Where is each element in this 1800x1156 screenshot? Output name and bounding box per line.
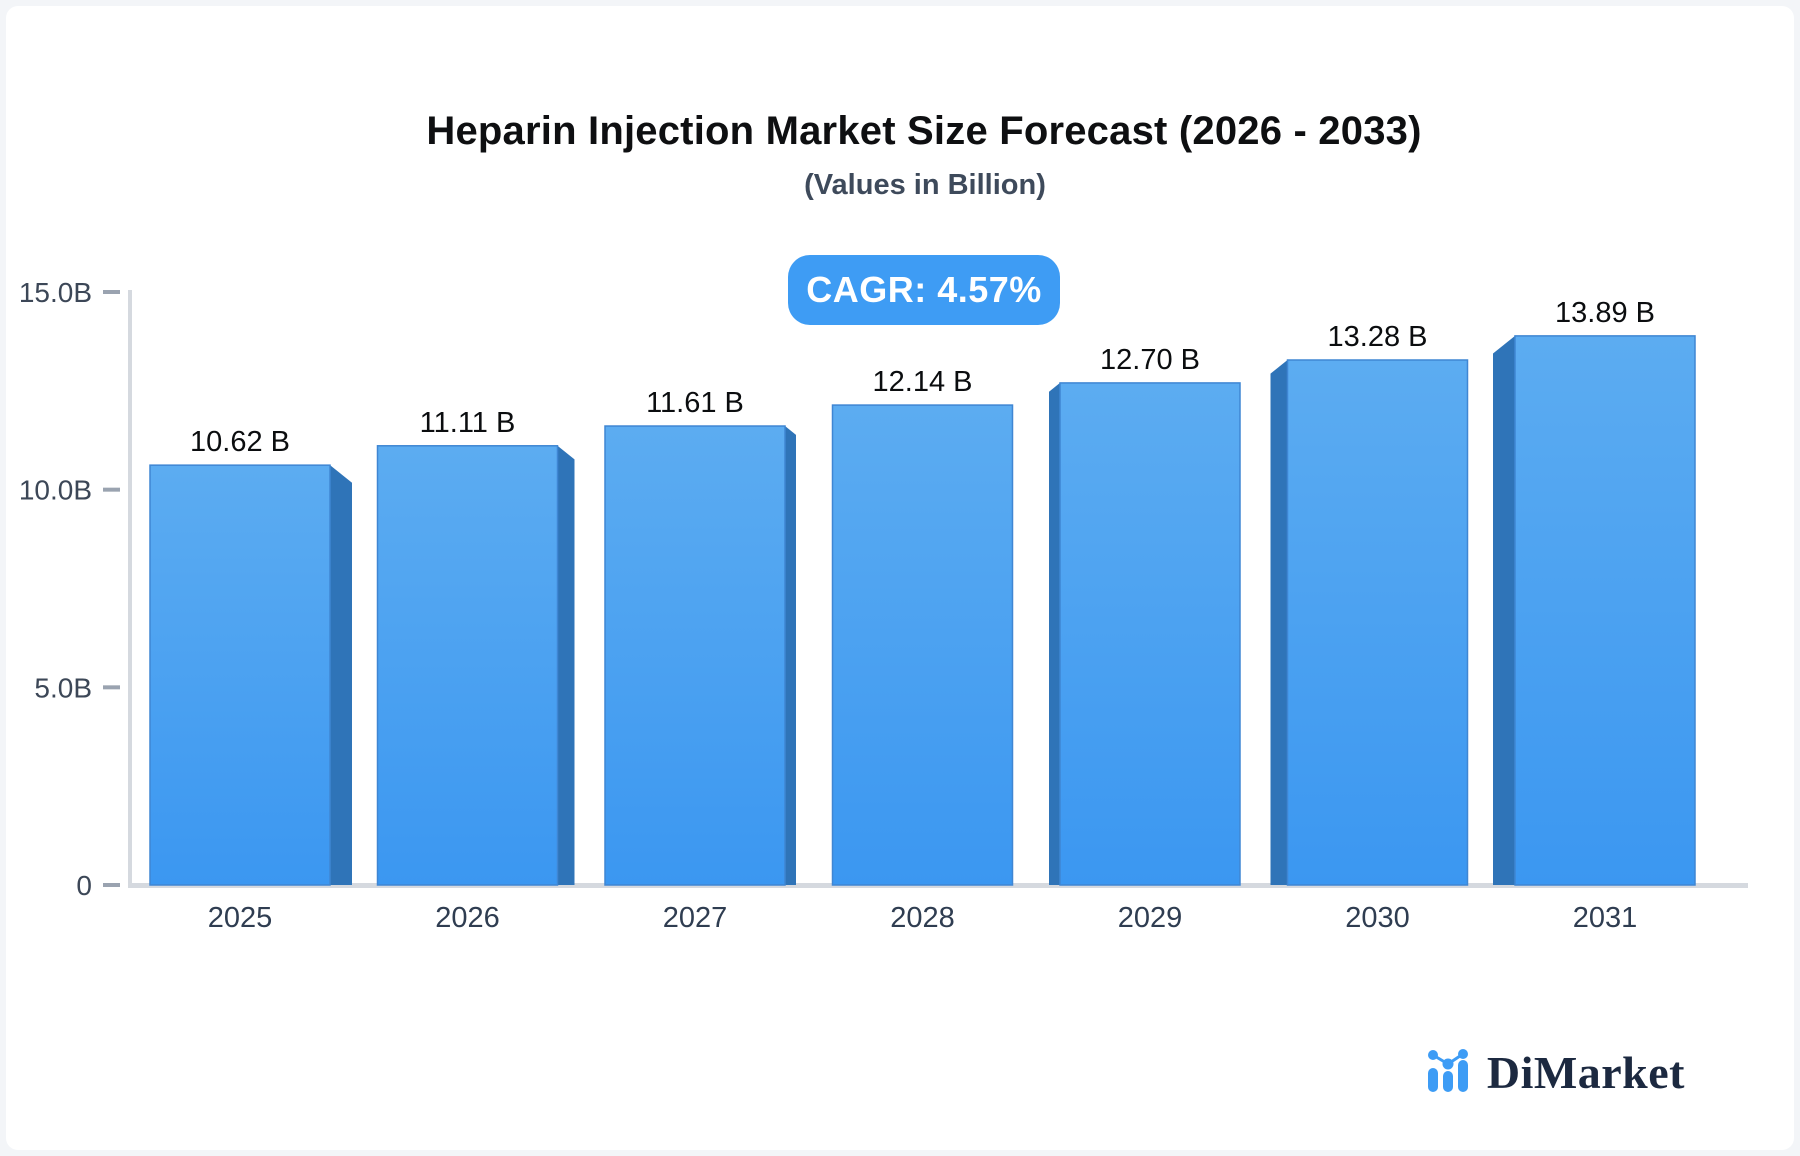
y-axis-label: 10.0B <box>19 475 92 506</box>
dimarket-logo: DiMarket <box>1426 1046 1685 1099</box>
bar[interactable] <box>1286 359 1469 886</box>
y-axis-tick <box>103 883 120 887</box>
bar[interactable] <box>604 425 786 886</box>
bar-value-label: 12.70 B <box>1100 344 1200 376</box>
bar-side-face <box>1049 382 1060 885</box>
y-axis-tick <box>103 685 120 690</box>
bar-side-face <box>1493 335 1515 886</box>
chart-subtitle: (Values in Billion) <box>804 169 1046 201</box>
bar-value-label: 13.28 B <box>1328 321 1428 353</box>
x-axis-label: 2031 <box>1573 902 1638 934</box>
y-axis-label: 0 <box>76 870 92 901</box>
y-axis-label: 5.0B <box>34 672 92 703</box>
bar-value-label: 11.11 B <box>420 407 516 439</box>
x-axis-label: 2026 <box>435 902 500 934</box>
cagr-badge: CAGR: 4.57% <box>788 255 1060 325</box>
bar-value-label: 11.61 B <box>646 387 744 419</box>
bar-side-face <box>785 426 796 885</box>
bar[interactable] <box>831 404 1014 886</box>
x-axis-label: 2029 <box>1118 902 1183 934</box>
logo-text: DiMarket <box>1486 1047 1685 1099</box>
bar[interactable] <box>1514 335 1696 886</box>
bar-value-label: 12.14 B <box>873 366 973 398</box>
y-axis-label: 15.0B <box>19 277 92 308</box>
y-axis-tick <box>103 290 120 294</box>
y-axis-tick <box>103 487 120 492</box>
x-axis-label: 2025 <box>208 902 273 934</box>
y-axis-line <box>128 290 132 885</box>
bar[interactable] <box>376 445 559 886</box>
x-axis-label: 2028 <box>890 902 955 934</box>
bar-side-face <box>557 445 575 885</box>
mini-bar-chart-icon <box>1427 1049 1468 1092</box>
bar-value-label: 10.62 B <box>190 426 290 458</box>
bar[interactable] <box>1059 382 1241 886</box>
cagr-badge-label: CAGR: 4.57% <box>806 269 1042 310</box>
x-axis-label: 2030 <box>1345 902 1410 934</box>
bar[interactable] <box>149 464 331 886</box>
bar-side-face <box>1270 359 1288 886</box>
bar-side-face <box>330 465 352 885</box>
chart-title: Heparin Injection Market Size Forecast (… <box>426 109 1422 153</box>
bar-value-label: 13.89 B <box>1555 297 1655 329</box>
x-axis-label: 2027 <box>663 902 728 934</box>
